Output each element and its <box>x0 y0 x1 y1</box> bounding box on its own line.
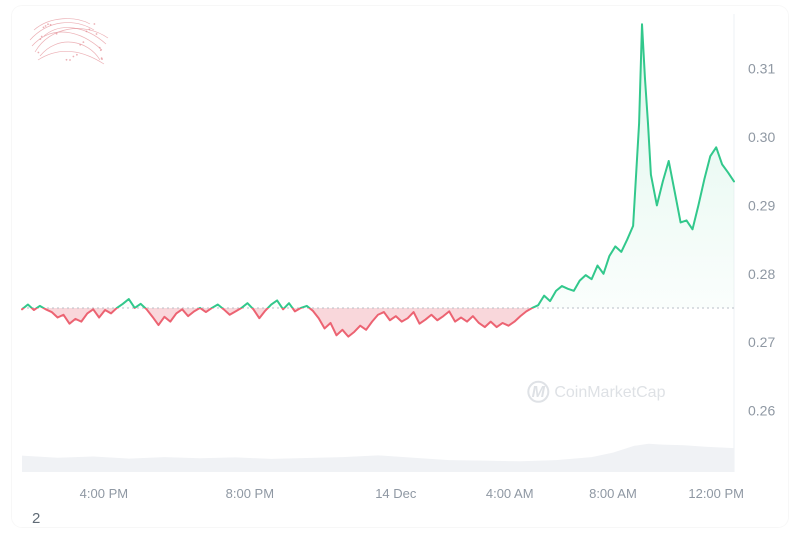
chart-svg: 0.26 0.27 0.28 0.29 0.30 0.31 4:00 PM 8:00 PM 14… <box>12 6 788 527</box>
corner-label: 2 <box>32 510 40 527</box>
y-tick-label: 0.29 <box>748 197 775 213</box>
screenshot-frame: 0.26 0.27 0.28 0.29 0.30 0.31 4:00 PM 8:00 PM 14… <box>0 0 800 533</box>
price-chart: 0.26 0.27 0.28 0.29 0.30 0.31 4:00 PM 8:00 PM 14… <box>12 6 788 527</box>
y-tick-label: 0.28 <box>748 266 775 282</box>
x-tick-label: 12:00 PM <box>688 486 744 501</box>
x-tick-label: 8:00 AM <box>589 486 637 501</box>
y-tick-label: 0.31 <box>748 61 775 77</box>
x-tick-label: 8:00 PM <box>226 486 274 501</box>
x-tick-label: 4:00 PM <box>80 486 128 501</box>
y-tick-label: 0.26 <box>748 402 775 418</box>
svg-text:M: M <box>532 384 546 401</box>
watermark-text: CoinMarketCap <box>554 384 665 401</box>
x-tick-label: 14 Dec <box>375 486 417 501</box>
y-tick-label: 0.30 <box>748 129 775 145</box>
y-tick-label: 0.27 <box>748 334 775 350</box>
x-tick-label: 4:00 AM <box>486 486 534 501</box>
